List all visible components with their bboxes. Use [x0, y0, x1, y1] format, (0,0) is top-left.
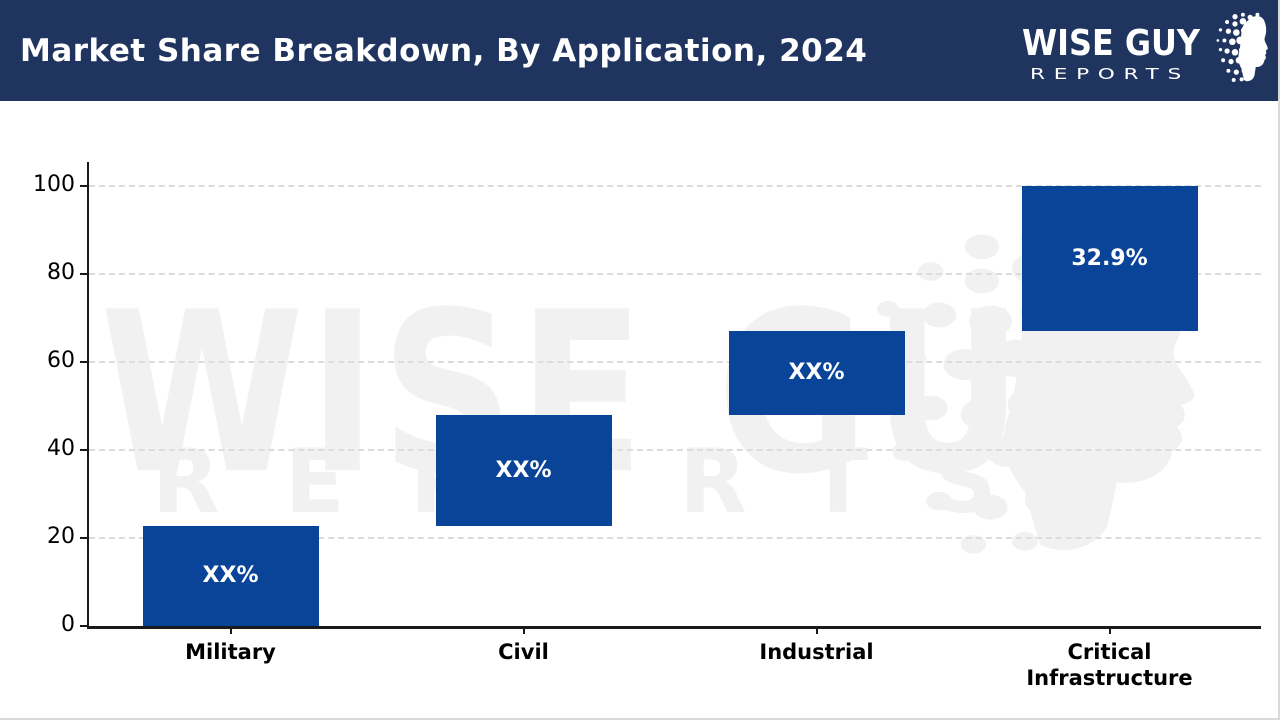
x-axis-label: Military — [185, 640, 276, 664]
gridline — [89, 361, 1261, 363]
y-axis-line — [87, 162, 89, 628]
bar-value-label: 32.9% — [1071, 245, 1148, 271]
x-tick-mark — [522, 626, 525, 634]
y-tick-mark — [80, 185, 89, 187]
bar-value-label: XX% — [788, 360, 845, 386]
bar-segment: XX% — [728, 330, 905, 415]
y-tick-label: 0 — [61, 612, 75, 637]
logo-subtext: REPORTS — [1030, 65, 1190, 83]
x-tick-mark — [1108, 626, 1111, 634]
chart-title: Market Share Breakdown, By Application, … — [20, 32, 868, 69]
y-tick-label: 60 — [47, 348, 75, 373]
x-axis-label: Civil — [498, 640, 549, 664]
y-tick-label: 20 — [47, 524, 75, 549]
y-tick-label: 100 — [33, 172, 75, 197]
header-bar: Market Share Breakdown, By Application, … — [0, 0, 1278, 101]
x-tick-mark — [815, 626, 818, 634]
y-tick-mark — [80, 449, 89, 451]
x-axis-line — [87, 626, 1261, 629]
x-axis-label: Critical Infrastructure — [1026, 640, 1193, 691]
gridline — [89, 537, 1261, 539]
x-axis-label: Industrial — [759, 640, 874, 664]
bar-segment: XX% — [435, 414, 612, 526]
bar-value-label: XX% — [202, 563, 259, 589]
wiseguy-logo: WISE GUY REPORTS — [1022, 12, 1268, 83]
y-tick-label: 40 — [47, 436, 75, 461]
y-tick-mark — [80, 625, 89, 627]
y-tick-mark — [80, 361, 89, 363]
y-tick-label: 80 — [47, 260, 75, 285]
gridline — [89, 273, 1261, 275]
logo-face-icon — [1216, 12, 1268, 83]
gridline — [89, 449, 1261, 451]
bar-segment: 32.9% — [1021, 186, 1198, 331]
gridline — [89, 185, 1261, 187]
bar-segment: XX% — [142, 525, 319, 626]
x-tick-mark — [229, 626, 232, 634]
y-tick-mark — [80, 537, 89, 539]
bar-value-label: XX% — [495, 457, 552, 483]
logo-wordmark: WISE GUY — [1022, 23, 1201, 64]
y-tick-mark — [80, 273, 89, 275]
